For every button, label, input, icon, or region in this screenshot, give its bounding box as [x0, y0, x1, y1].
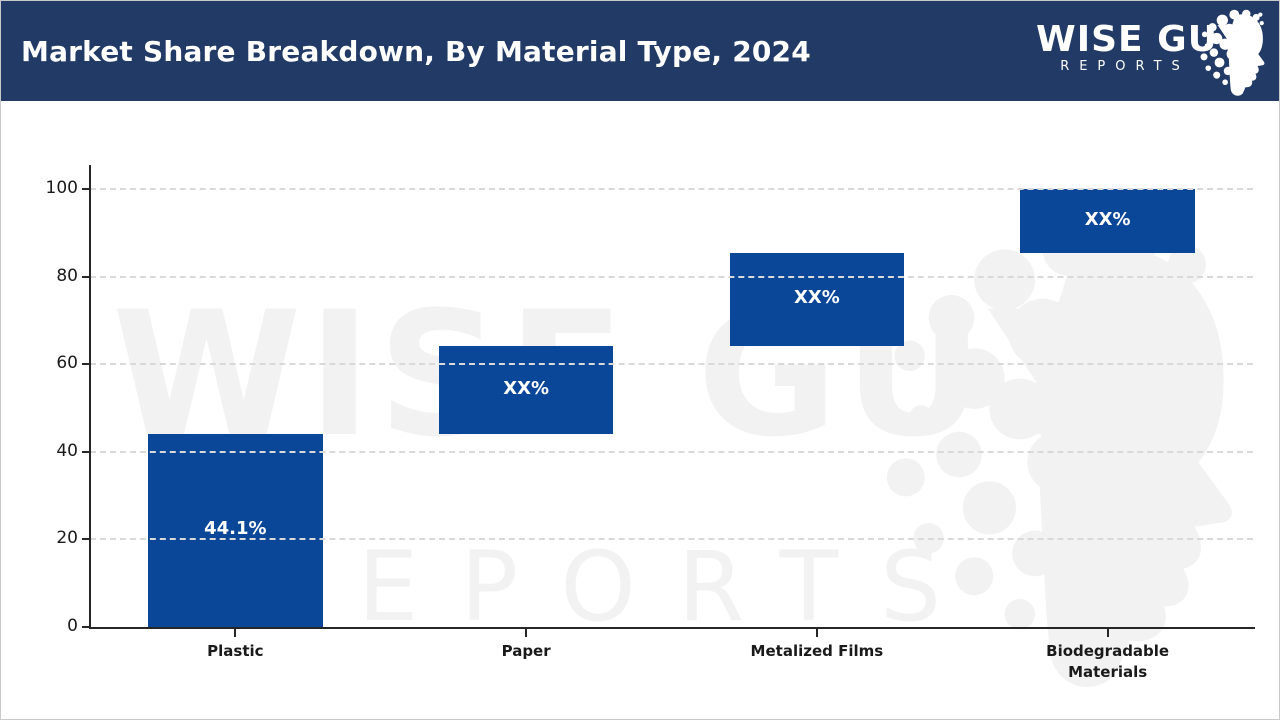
x-tick-label: Plastic — [207, 642, 264, 660]
x-tick — [815, 629, 818, 637]
waterfall-chart: WISE GUY REPORTS 0 20 40 60 80 100 44.1% Plasti… — [1, 101, 1279, 719]
y-tick — [82, 538, 90, 541]
bar — [1020, 189, 1195, 253]
x-axis-line — [89, 627, 1255, 629]
x-tick — [525, 629, 528, 637]
y-tick-label: 0 — [67, 616, 78, 636]
chart-title: Market Share Breakdown, By Material Type… — [21, 34, 811, 68]
y-tick — [82, 626, 90, 628]
y-tick-label: 20 — [56, 528, 78, 549]
y-tick-label: 60 — [56, 353, 78, 374]
logo-wordmark: WISE GUY — [1036, 19, 1246, 60]
logo-subtitle: REPORTS — [1060, 58, 1190, 74]
y-tick — [82, 275, 90, 278]
y-tick-label: 40 — [56, 440, 78, 461]
bar-value-label: XX% — [793, 287, 840, 309]
bar — [729, 252, 905, 346]
bar-value-label: 44.1% — [204, 518, 267, 540]
x-tick-label: Metalized Films — [750, 642, 884, 660]
y-tick-label: 80 — [56, 265, 78, 286]
x-tick-label: Paper — [501, 642, 551, 660]
watermark-face-icon — [886, 222, 1232, 688]
y-tick — [82, 450, 90, 453]
bar — [438, 345, 614, 434]
x-tick — [234, 629, 237, 637]
bar-value-label: XX% — [503, 377, 549, 399]
header-bar: Market Share Breakdown, By Material Type… — [1, 1, 1279, 101]
gridline — [90, 275, 1253, 278]
x-tick-label: Biodegradable Materials — [1046, 642, 1170, 681]
watermark-subtitle: REPORTS — [248, 531, 984, 643]
bar-value-label: XX% — [1084, 208, 1131, 230]
gridline — [90, 188, 1253, 190]
gridline — [90, 538, 1253, 541]
gridline — [90, 450, 1253, 453]
y-tick-label: 100 — [45, 178, 78, 198]
gridline — [90, 363, 1253, 366]
y-tick — [82, 188, 90, 190]
bar — [148, 433, 323, 627]
wiseguy-logo: WISE GUY REPORTS — [1018, 7, 1273, 97]
x-tick — [1106, 629, 1109, 637]
logo-text: WISE GUY REPORTS — [1036, 19, 1246, 74]
y-tick — [82, 363, 90, 366]
y-axis-line — [89, 165, 91, 629]
face-profile-icon — [1200, 9, 1265, 96]
